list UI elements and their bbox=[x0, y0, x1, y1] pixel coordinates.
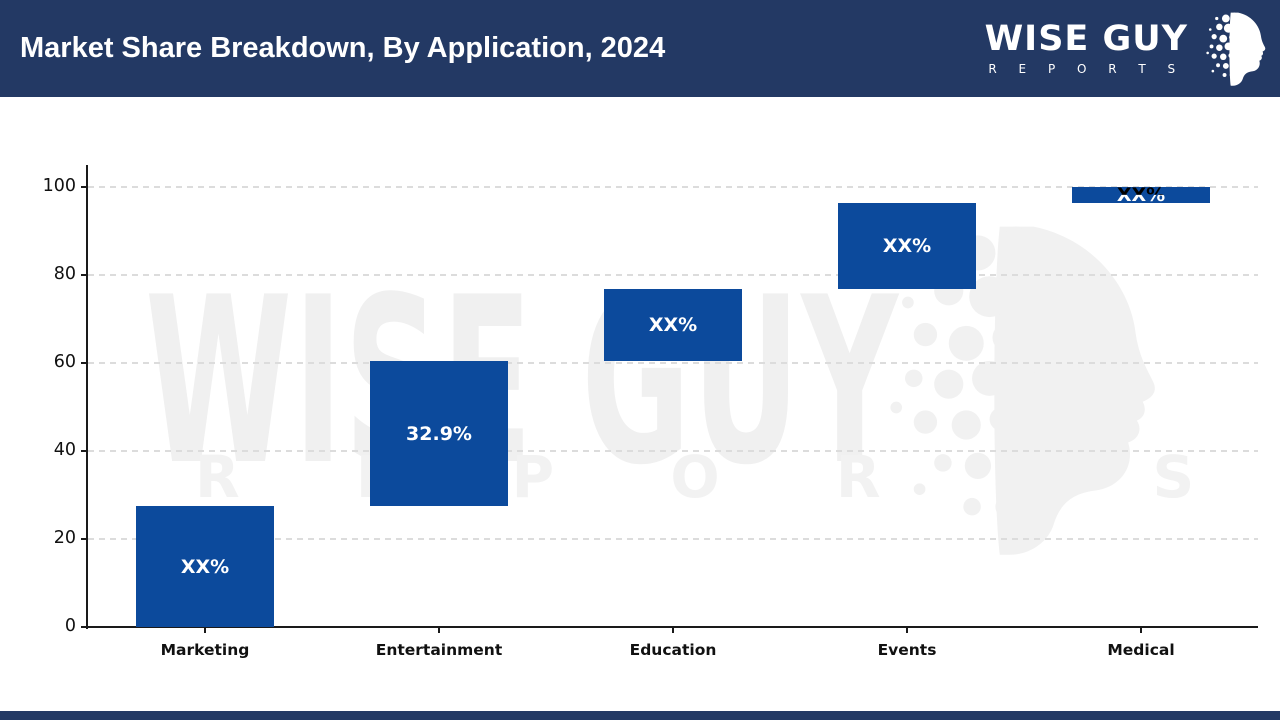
logo-face-icon bbox=[1194, 4, 1272, 94]
y-tick-label-100: 100 bbox=[42, 176, 76, 196]
x-tick-marketing bbox=[204, 627, 206, 633]
bar-label-education: XX% bbox=[648, 313, 698, 336]
y-axis-line bbox=[86, 165, 88, 629]
x-label-entertainment: Entertainment bbox=[375, 641, 503, 659]
page-title: Market Share Breakdown, By Application, … bbox=[20, 32, 666, 64]
x-tick-medical bbox=[1140, 627, 1142, 633]
bar-marketing bbox=[136, 506, 274, 627]
logo-wordmark: WISE GUY bbox=[984, 18, 1188, 59]
y-tick-60 bbox=[81, 362, 88, 364]
y-tick-100 bbox=[81, 186, 88, 188]
x-tick-entertainment bbox=[438, 627, 440, 633]
bar-label-medical: XX% XX% bbox=[1072, 182, 1210, 208]
y-tick-label-80: 80 bbox=[53, 264, 76, 284]
y-tick-20 bbox=[81, 538, 88, 540]
x-label-marketing: Marketing bbox=[160, 641, 250, 659]
x-label-medical: Medical bbox=[1107, 641, 1175, 659]
bar-entertainment bbox=[370, 361, 508, 506]
waterfall-chart: 0 20 40 60 80 100 XX% Marketing 32.9% Entertainme… bbox=[0, 97, 1280, 711]
gridline-40 bbox=[88, 450, 1258, 452]
bar-events bbox=[838, 202, 976, 289]
y-tick-0 bbox=[81, 626, 88, 628]
gridline-60 bbox=[88, 362, 1258, 364]
bar-label-medical-bottom: XX% bbox=[1116, 183, 1166, 206]
y-tick-80 bbox=[81, 274, 88, 276]
bar-label-events: XX% bbox=[882, 234, 932, 257]
bar-education bbox=[604, 288, 742, 362]
logo-subtext: R E P O R T S bbox=[988, 61, 1185, 76]
x-tick-education bbox=[672, 627, 674, 633]
x-tick-events bbox=[906, 627, 908, 633]
gridline-20 bbox=[88, 538, 1258, 540]
y-tick-label-60: 60 bbox=[53, 352, 76, 372]
bar-label-marketing: XX% bbox=[180, 555, 230, 578]
wise-guy-logo: WISE GUY R E P O R T S bbox=[985, 0, 1272, 97]
x-label-events: Events bbox=[877, 641, 937, 659]
y-tick-label-20: 20 bbox=[53, 528, 76, 548]
x-label-education: Education bbox=[629, 641, 717, 659]
y-tick-label-0: 0 bbox=[64, 616, 76, 636]
y-tick-40 bbox=[81, 450, 88, 452]
footer-bar bbox=[0, 711, 1280, 720]
bar-label-medical-top: XX% bbox=[1116, 183, 1166, 206]
gridline-80 bbox=[88, 274, 1258, 276]
bar-medical bbox=[1072, 187, 1210, 203]
bar-label-entertainment: 32.9% bbox=[406, 422, 472, 445]
header-bar: Market Share Breakdown, By Application, … bbox=[0, 0, 1280, 97]
gridline-100 bbox=[88, 186, 1258, 188]
y-tick-label-40: 40 bbox=[53, 440, 76, 460]
